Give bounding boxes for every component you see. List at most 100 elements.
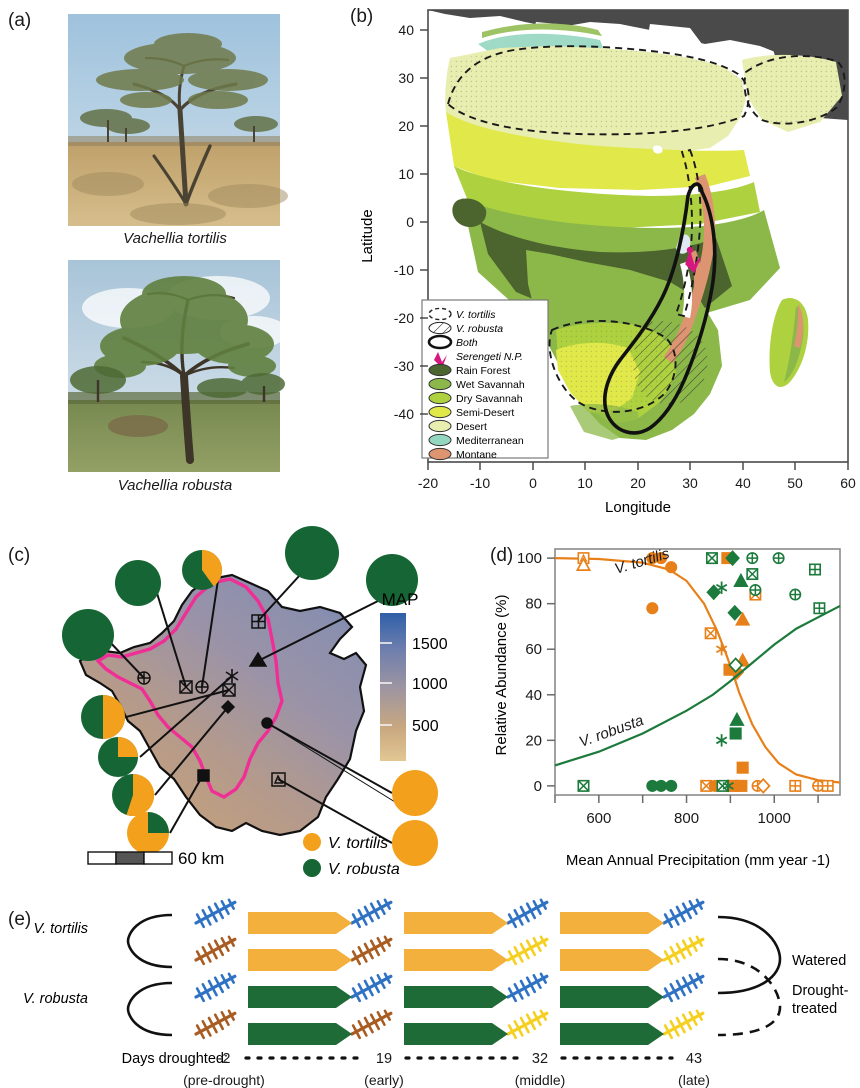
pie-site-7[interactable] bbox=[98, 737, 138, 777]
pie-site-6[interactable] bbox=[81, 695, 125, 739]
site-marker-circleplus[interactable] bbox=[137, 671, 151, 685]
site-marker-dot[interactable] bbox=[261, 717, 273, 729]
legend-label-7: Semi-Desert bbox=[456, 407, 514, 419]
scale-bar: 60 km bbox=[87, 849, 224, 868]
curve-V--tortilis bbox=[554, 557, 841, 784]
lat-tick-3: 10 bbox=[398, 166, 414, 182]
site-marker-square[interactable] bbox=[197, 769, 210, 782]
pie-site-9[interactable] bbox=[127, 812, 169, 854]
pie-site-2[interactable] bbox=[115, 560, 161, 606]
legend-label-5: Wet Savannah bbox=[456, 379, 525, 391]
map-legend: V. tortilis V. robusta Both Serengeti N.… bbox=[421, 299, 549, 461]
data-point-circle-plus[interactable] bbox=[746, 552, 759, 565]
data-point-square-x[interactable] bbox=[716, 779, 729, 792]
pie-site-5[interactable] bbox=[366, 554, 418, 606]
axis-ticks-group: 0 20 40 60 80 100 600 800 1000 bbox=[517, 550, 819, 827]
colorbar-title: MAP bbox=[382, 590, 419, 609]
data-point-square[interactable] bbox=[729, 727, 742, 740]
lat-tick-0: 40 bbox=[398, 22, 414, 38]
data-point-triangle[interactable] bbox=[735, 611, 751, 626]
data-point-square-plus[interactable] bbox=[809, 563, 822, 576]
site-marker-squarex[interactable] bbox=[179, 680, 193, 694]
pie-site-1[interactable] bbox=[62, 609, 114, 661]
y-tick-80: 80 bbox=[525, 596, 542, 613]
timepoint-phase-2: (middle) bbox=[515, 1072, 566, 1088]
treatment-arrow bbox=[404, 912, 508, 934]
site-marker-squarex-2[interactable] bbox=[222, 683, 236, 697]
data-point-circle-plus[interactable] bbox=[812, 779, 825, 792]
data-point-square[interactable] bbox=[736, 761, 749, 774]
lon-tick-4: 20 bbox=[630, 475, 646, 491]
data-point-circle[interactable] bbox=[655, 552, 668, 565]
treatment-arrow bbox=[560, 949, 664, 971]
treatment-label-drought-line1: Drought- bbox=[792, 983, 849, 999]
data-point-diamond[interactable] bbox=[706, 584, 722, 601]
x-tick-800: 800 bbox=[674, 810, 699, 827]
data-point-circle-plus[interactable] bbox=[789, 588, 802, 601]
data-point-square-x[interactable] bbox=[577, 779, 590, 792]
timepoint-phase-0: (pre-drought) bbox=[183, 1072, 265, 1088]
site-marker-squarebox[interactable] bbox=[271, 772, 286, 787]
pie-site-10[interactable] bbox=[392, 770, 438, 816]
lat-tick-6: -20 bbox=[394, 310, 414, 326]
serengeti-map-svg: MAP 1500 1000 500 60 km V. tortilis V. r… bbox=[62, 526, 448, 878]
y-tick-100: 100 bbox=[517, 550, 542, 567]
leaf-icon bbox=[190, 967, 241, 1006]
data-point-square-x[interactable] bbox=[704, 627, 717, 640]
timepoint-days-0: -2 bbox=[218, 1051, 231, 1067]
timepoint-days-2: 32 bbox=[532, 1051, 548, 1067]
treatment-arrow bbox=[248, 949, 352, 971]
timepoint-phase-3: (late) bbox=[678, 1072, 710, 1088]
y-axis-title: Relative Abundance (%) bbox=[493, 595, 510, 756]
site-marker-triangle[interactable] bbox=[248, 651, 268, 667]
data-point-circle[interactable] bbox=[646, 602, 659, 615]
data-point-diamond[interactable] bbox=[755, 777, 771, 794]
data-point-triangle[interactable] bbox=[729, 711, 745, 726]
pie-site-8[interactable] bbox=[112, 773, 155, 816]
data-point-circle-plus[interactable] bbox=[749, 583, 762, 596]
national-park-boundary bbox=[95, 577, 284, 799]
data-point-square-plus[interactable] bbox=[821, 779, 834, 792]
site-marker-diamond[interactable] bbox=[220, 699, 236, 715]
pie-site-4[interactable] bbox=[285, 526, 339, 580]
map-colorbar: MAP 1500 1000 500 bbox=[380, 590, 448, 761]
treatment-arrow bbox=[248, 1023, 352, 1045]
data-point-diamond[interactable] bbox=[728, 657, 744, 674]
photo-caption-robusta: Vachellia robusta bbox=[117, 477, 233, 494]
panel-b-letter: (b) bbox=[350, 6, 374, 27]
lon-tick-0: -20 bbox=[418, 475, 438, 491]
data-point-circle-plus[interactable] bbox=[772, 552, 785, 565]
longitude-axis-title: Longitude bbox=[605, 499, 671, 516]
data-point-circle[interactable] bbox=[665, 561, 678, 574]
row-label-tortilis: V. tortilis bbox=[33, 921, 88, 937]
leaf-icon bbox=[346, 967, 397, 1006]
data-point-square-plus[interactable] bbox=[789, 779, 802, 792]
lat-tick-1: 30 bbox=[398, 70, 414, 86]
panel-d-letter: (d) bbox=[490, 545, 514, 566]
data-point-triangle[interactable] bbox=[733, 572, 749, 587]
site-marker-squareplus[interactable] bbox=[251, 614, 266, 629]
pie-site-11[interactable] bbox=[392, 820, 438, 866]
panel-a-photographs: (a) bbox=[0, 0, 350, 535]
data-point-square-x[interactable] bbox=[746, 568, 759, 581]
leaf-icon bbox=[658, 967, 709, 1006]
data-point-diamond[interactable] bbox=[725, 550, 740, 567]
data-point-asterisk[interactable] bbox=[715, 643, 728, 656]
data-point-triangle[interactable] bbox=[575, 556, 592, 571]
pie-site-3[interactable] bbox=[182, 550, 222, 590]
panel-e-experiment-timeline: (e) V. tortilis V. robusta bbox=[0, 885, 860, 1088]
data-point-square-x[interactable] bbox=[705, 552, 718, 565]
data-point-circle[interactable] bbox=[655, 779, 668, 792]
data-point-circle[interactable] bbox=[665, 779, 678, 792]
leaf-icon bbox=[346, 893, 397, 932]
data-point-diamond[interactable] bbox=[727, 604, 743, 621]
data-series-group bbox=[554, 550, 841, 794]
data-point-square[interactable] bbox=[735, 779, 748, 792]
data-point-asterisk[interactable] bbox=[722, 779, 734, 793]
site-marker-circleplus-2[interactable] bbox=[195, 680, 209, 694]
data-point-square-plus[interactable] bbox=[813, 602, 826, 615]
panel-a-letter: (a) bbox=[8, 10, 32, 31]
timeline-svg: V. tortilis V. robusta Watered Drought- … bbox=[23, 893, 849, 1088]
site-marker-asterisk[interactable] bbox=[225, 669, 239, 683]
data-point-asterisk[interactable] bbox=[715, 734, 728, 747]
